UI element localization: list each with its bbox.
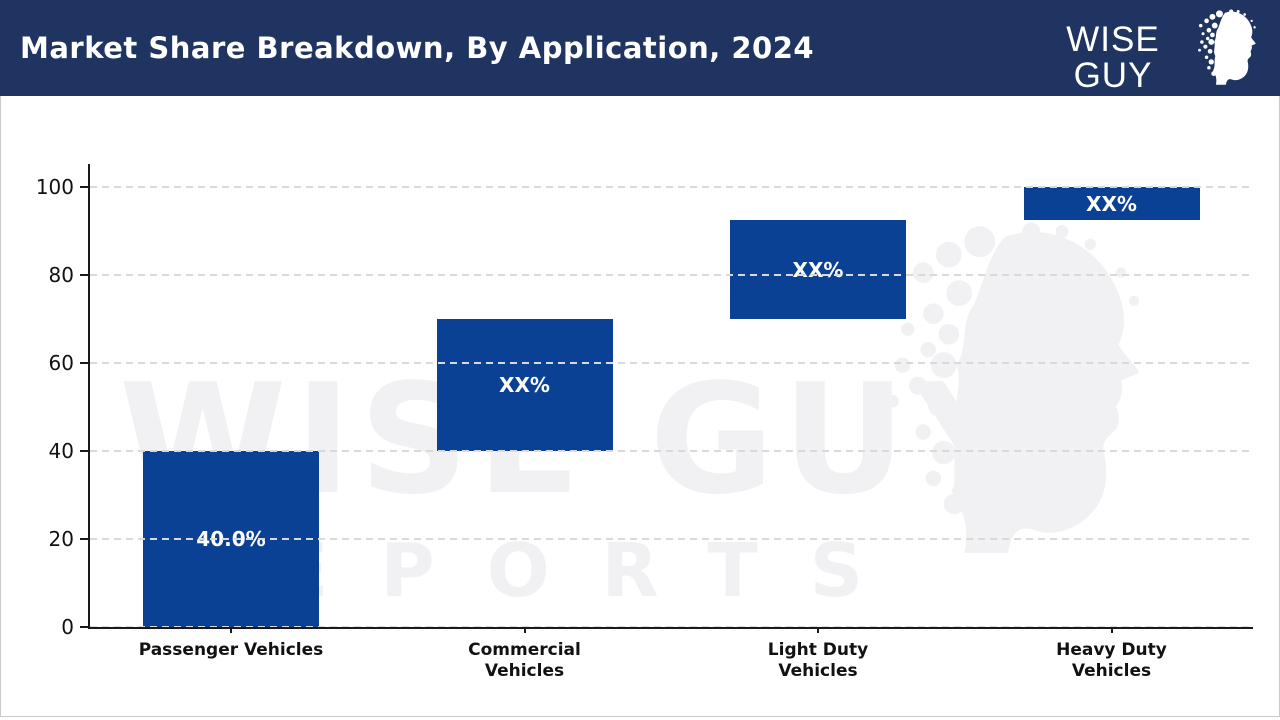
y-tick-mark [80,538,88,540]
bar-3: XX% [1023,187,1200,220]
gridline-80 [90,274,1253,276]
y-tick-mark [80,362,88,364]
bar-1: XX% [436,319,613,451]
y-tick-label: 100 [35,175,74,199]
y-tick-label: 80 [48,263,74,287]
gridline-100 [90,186,1253,188]
y-axis-spine [88,164,90,629]
bar-value-label: XX% [499,373,550,397]
plot-area: 40.0% XX% XX% XX% 0 20 40 60 80 100 Passenger Vehi… [36,164,1253,681]
header-bar: Market Share Breakdown, By Application, … [0,0,1280,111]
wise-guy-reports-logo: WISE GUY REPORTS [1006,6,1266,111]
x-tick-mark [1110,627,1113,633]
x-tick-label-2: Light Duty Vehicles [767,640,869,681]
y-tick-mark [80,626,88,628]
x-tick-label-3: Heavy Duty Vehicles [1056,640,1167,681]
x-tick-mark [817,627,819,633]
x-tick-label-0: Passenger Vehicles [138,640,324,660]
bar-value-label: XX% [1086,191,1137,216]
logo-wordmark: WISE GUY [1066,20,1160,95]
y-tick-label: 0 [61,615,74,639]
gridline-40 [90,450,1253,452]
y-tick-label: 40 [48,439,74,463]
gridline-60 [90,362,1253,364]
x-axis-spine [88,627,1253,629]
y-tick-label: 60 [48,351,74,375]
y-tick-label: 20 [48,527,74,551]
bar-value-label: XX% [792,257,844,282]
chart-title: Market Share Breakdown, By Application, … [20,31,815,65]
gridline-20 [90,538,1253,540]
x-tick-mark [230,627,232,633]
y-tick-mark [80,450,88,452]
bar-2: XX% [730,220,906,319]
dotted-head-icon [1198,9,1256,85]
x-tick-mark [523,627,526,633]
y-tick-mark [80,186,88,188]
y-tick-mark [80,274,88,276]
chart-canvas: WISE GUY REPORTS 40.0% XX% XX% XX% 0 20 40 60 80… [0,96,1280,717]
x-tick-label-1: Commercial Vehicles [468,640,581,681]
